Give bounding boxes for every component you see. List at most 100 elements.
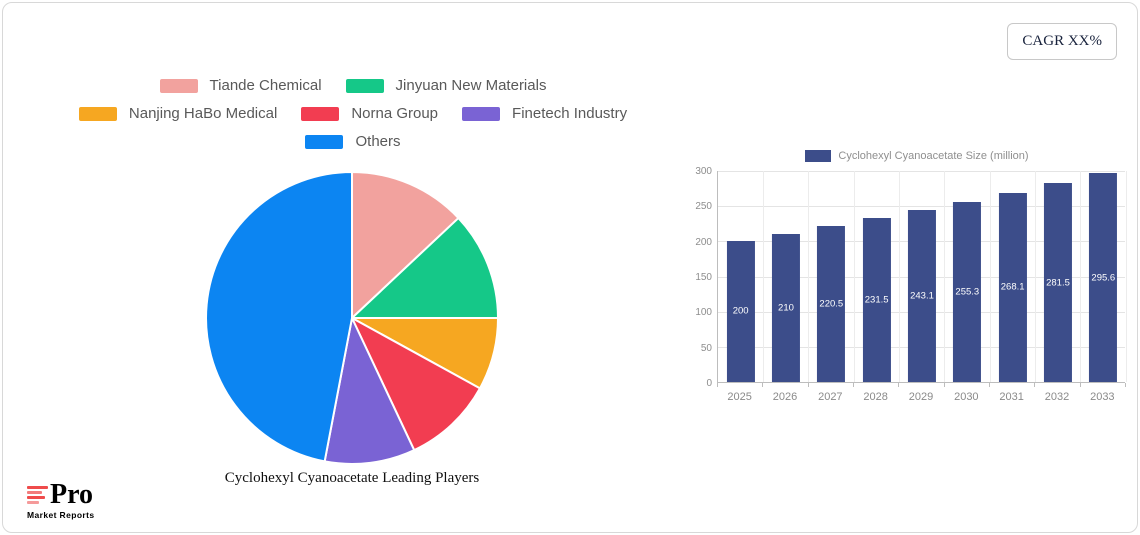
gridline-vertical <box>944 171 946 382</box>
legend-label: Others <box>355 133 401 150</box>
pie-slice-jinyuan-new-materials[interactable] <box>351 217 499 319</box>
bar-2025[interactable]: 200 <box>726 240 755 382</box>
legend-item-finetech-industry[interactable]: Finetech Industry <box>462 105 627 122</box>
legend-label: Tiande Chemical <box>209 77 322 94</box>
cagr-label: CAGR XX% <box>1022 33 1102 49</box>
y-axis-tick-label: 250 <box>695 201 712 213</box>
gridline-vertical <box>762 171 764 382</box>
legend-swatch <box>301 106 340 121</box>
bar-value-label: 210 <box>778 302 794 314</box>
x-axis-tick-label: 2032 <box>1044 391 1070 403</box>
bar-slot-2027: 220.5 <box>809 171 854 382</box>
legend-swatch <box>78 106 117 121</box>
legend-item-norna-group[interactable]: Norna Group <box>301 105 438 122</box>
gridline-vertical <box>1080 171 1082 382</box>
bar-value-label: 281.5 <box>1046 277 1070 289</box>
x-axis-tick-label: 2025 <box>727 391 752 403</box>
legend-item-tiande-chemical[interactable]: Tiande Chemical <box>159 77 322 94</box>
x-axis-tick-label: 2031 <box>999 391 1024 403</box>
bar-plot-area: 200 210 220.5 231.5 243.1 255.3 268.1 281.5 295.… <box>717 170 1127 383</box>
y-axis-tick-label: 150 <box>695 272 712 283</box>
pie-chart-title: Cyclohexyl Cyanoacetate Leading Players <box>224 470 480 486</box>
bar-value-label: 200 <box>732 305 749 317</box>
bar-slot-2028: 231.5 <box>854 171 899 382</box>
x-axis-tick-mark <box>1125 383 1126 387</box>
bar-2030[interactable]: 255.3 <box>953 201 982 382</box>
x-axis-tick-mark <box>717 383 718 387</box>
gridline-vertical <box>808 171 810 382</box>
x-axis-tick-mark <box>989 383 990 387</box>
x-axis-tick-mark <box>853 383 854 387</box>
y-axis-tick-label: 100 <box>695 307 712 319</box>
gridline-horizontal <box>718 170 1125 172</box>
y-axis-tick-label: 50 <box>700 342 712 354</box>
bar-value-label: 220.5 <box>819 298 844 310</box>
bar-2028[interactable]: 231.5 <box>862 218 891 382</box>
bar-slot-2033: 295.6 <box>1081 171 1126 382</box>
pie-slice-others[interactable] <box>205 171 353 463</box>
bar-slot-2031: 268.1 <box>990 171 1035 382</box>
logo-name: Pro <box>50 479 94 510</box>
bar-2027[interactable]: 220.5 <box>817 226 846 382</box>
legend-label: Finetech Industry <box>512 105 628 122</box>
legend-swatch <box>159 78 198 93</box>
bar-2033[interactable]: 295.6 <box>1089 173 1118 382</box>
gridline-vertical <box>989 171 991 382</box>
x-axis-tick-label: 2033 <box>1090 391 1115 403</box>
x-axis-tick-label: 2028 <box>863 391 888 403</box>
gridline-horizontal <box>718 205 1125 207</box>
bar-slot-2025: 200 <box>718 171 763 382</box>
pie-slice-finetech-industry[interactable] <box>323 317 416 465</box>
bar-slot-2030: 255.3 <box>945 171 990 382</box>
bar-slot-2029: 243.1 <box>899 171 944 382</box>
bar-legend-swatch <box>805 150 832 162</box>
bar-2026[interactable]: 210 <box>771 233 801 382</box>
pie-slice-tiande-chemical[interactable] <box>351 171 460 319</box>
legend-label: Norna Group <box>351 105 439 122</box>
x-axis-tick-mark <box>943 383 945 387</box>
y-axis-tick-label: 200 <box>695 236 712 248</box>
bar-chart: Cyclohexyl Cyanoacetate Size (million) 2… <box>693 145 1137 425</box>
bar-slot-2032: 281.5 <box>1035 171 1080 382</box>
legend-row: Nanjing HaBo Medical Norna Group Finetech … <box>31 105 675 122</box>
bar-2029[interactable]: 243.1 <box>907 210 937 382</box>
pie-chart <box>205 171 499 465</box>
logo-subtitle: Market Reports <box>27 510 95 520</box>
bar-value-label: 255.3 <box>955 286 980 298</box>
y-axis-tick-label: 0 <box>706 378 712 389</box>
x-axis-tick-label: 2027 <box>818 391 843 403</box>
bar-value-label: 243.1 <box>910 290 934 302</box>
x-axis-tick-mark <box>898 383 900 387</box>
legend-swatch <box>345 78 384 93</box>
bar-2032[interactable]: 281.5 <box>1043 183 1073 382</box>
bar-slot-2026: 210 <box>763 171 808 382</box>
x-axis-tick-mark <box>762 383 764 387</box>
legend-label: Nanjing HaBo Medical <box>128 105 278 122</box>
legend-item-jinyuan-new-materials[interactable]: Jinyuan New Materials <box>345 77 547 94</box>
bar-2031[interactable]: 268.1 <box>998 192 1027 382</box>
legend-item-nanjing-habo-medical[interactable]: Nanjing HaBo Medical <box>78 105 278 122</box>
pie-slice-norna-group[interactable] <box>351 317 481 452</box>
bar-value-label: 268.1 <box>1000 281 1025 293</box>
cagr-badge: CAGR XX% <box>1007 23 1117 60</box>
bar-value-label: 295.6 <box>1091 272 1116 284</box>
bar-legend-label: Cyclohexyl Cyanoacetate Size (million) <box>838 150 1029 162</box>
x-axis-tick-label: 2029 <box>908 391 934 403</box>
x-axis-tick-label: 2030 <box>954 391 979 403</box>
legend-label: Jinyuan New Materials <box>395 77 547 94</box>
x-axis-tick-mark <box>1079 383 1081 387</box>
logo-stripes-icon <box>27 484 48 506</box>
x-axis-tick-mark <box>807 383 809 387</box>
x-axis-tick-label: 2026 <box>772 391 798 403</box>
legend-row: Others <box>31 133 675 150</box>
bar-legend[interactable]: Cyclohexyl Cyanoacetate Size (million) <box>693 150 1137 162</box>
x-axis-tick-mark <box>1034 383 1036 387</box>
legend-item-others[interactable]: Others <box>305 133 401 150</box>
bar-value-label: 231.5 <box>864 294 889 306</box>
gridline-vertical <box>853 171 855 382</box>
y-axis-tick-label: 300 <box>695 166 712 177</box>
pro-market-reports-logo: Pro Market Reports <box>27 481 107 520</box>
legend-swatch <box>462 106 501 121</box>
legend-row: Tiande Chemical Jinyuan New Materials <box>31 77 675 94</box>
